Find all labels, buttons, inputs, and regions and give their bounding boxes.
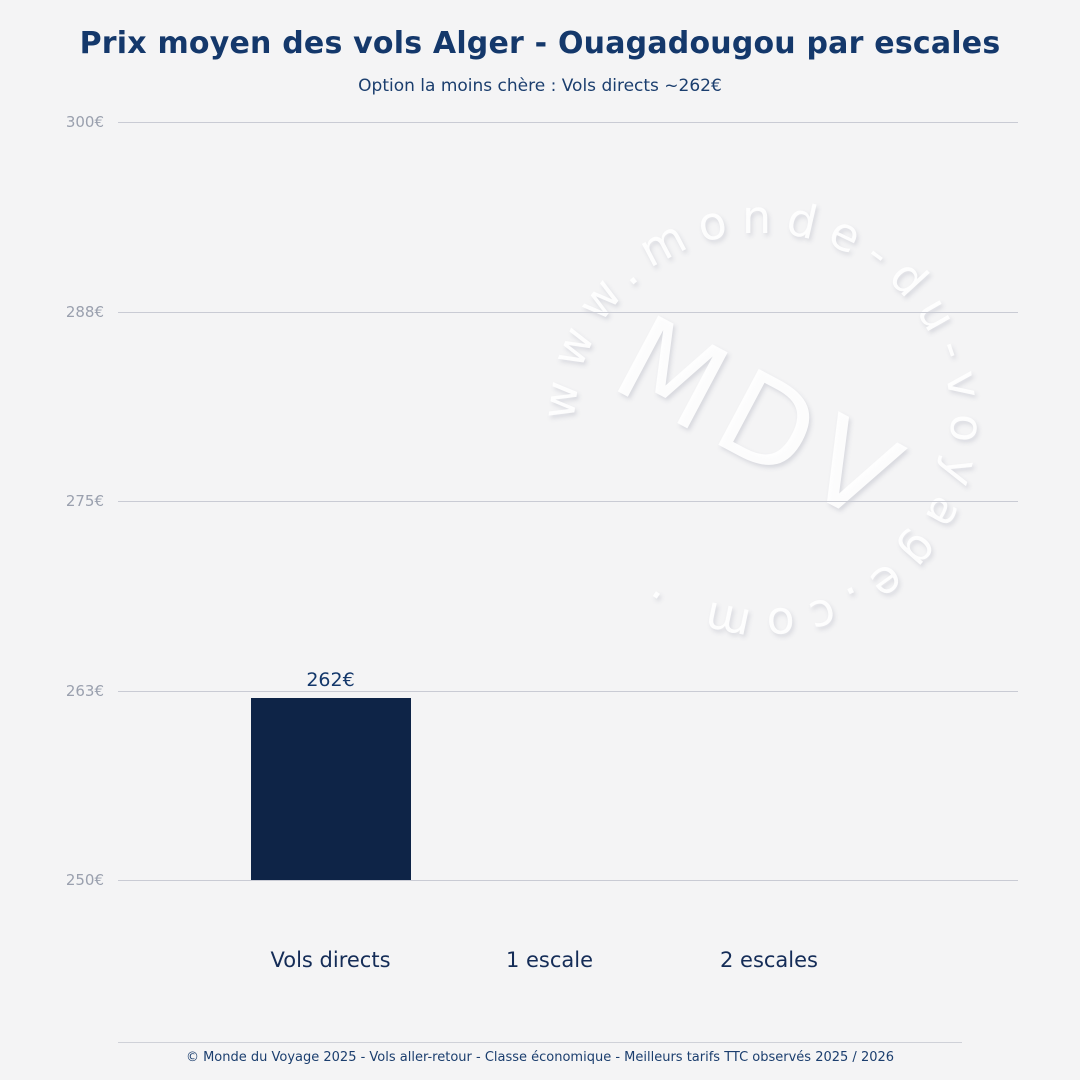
y-axis-tick-label: 250€ <box>65 871 104 889</box>
gridline <box>118 501 1018 502</box>
gridline <box>118 690 1018 692</box>
footer-divider <box>118 1042 962 1043</box>
plot-area: 300€ 288€ 275€ 263€ 250€ Vols directs 262€ 1 es… <box>66 113 1018 972</box>
y-axis-tick-label: 275€ <box>65 492 104 510</box>
x-axis-category-label: 2 escales <box>719 948 819 972</box>
gridline <box>118 311 1018 313</box>
gridline <box>118 880 1018 881</box>
y-axis-tick-label: 288€ <box>65 302 104 321</box>
watermark-stamp: www.monde-du-voyage.com · MDV <box>531 190 982 653</box>
chart-subtitle: Option la moins chère : Vols directs ~26… <box>358 76 722 96</box>
x-axis-category-label: 1 escale <box>505 948 594 972</box>
chart-title: Prix moyen des vols Alger - Ouagadougou … <box>79 26 1001 61</box>
gridline <box>118 122 1018 123</box>
y-axis-tick-label: 300€ <box>65 113 104 131</box>
bar-vols-directs <box>250 698 411 880</box>
x-axis-category-label: Vols directs <box>270 948 391 972</box>
y-axis-tick-label: 263€ <box>65 681 104 700</box>
footer-text: © Monde du Voyage 2025 - Vols aller-reto… <box>185 1050 895 1065</box>
bar-value-label: 262€ <box>306 669 355 692</box>
